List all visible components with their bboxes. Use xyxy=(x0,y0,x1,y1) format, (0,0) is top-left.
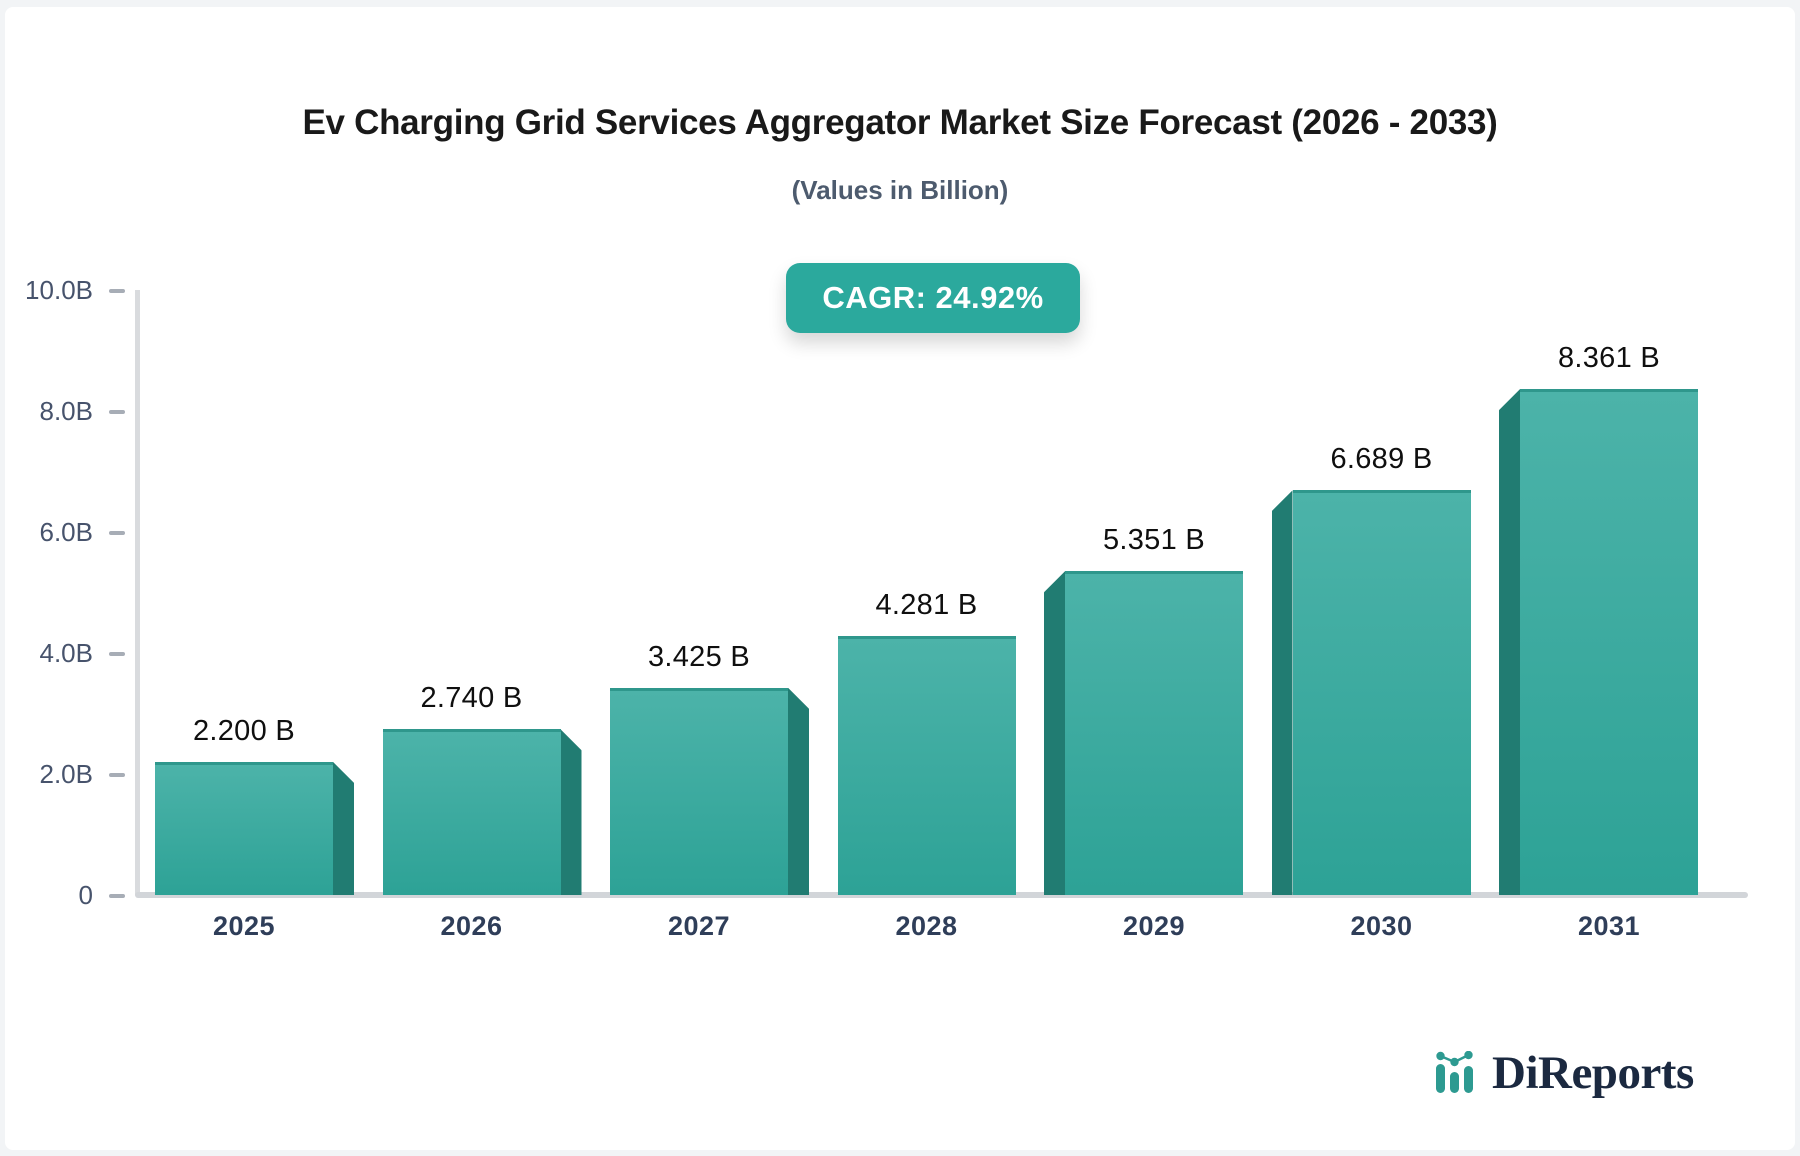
bar-group-2028: 4.281 B xyxy=(837,589,1016,895)
y-tick-dash xyxy=(109,410,125,414)
plot-area: 2.200 B 2025 2.740 B 2026 3.425 B 2027 4.281 B… xyxy=(135,290,1748,941)
bar-group-2027: 3.425 B xyxy=(610,641,809,895)
x-axis-label-2028: 2028 xyxy=(895,911,958,941)
y-tick-dash xyxy=(109,773,125,777)
y-tick-dash xyxy=(109,652,125,656)
bar-face xyxy=(837,636,1016,895)
cagr-badge-label: CAGR: 24.92% xyxy=(822,280,1044,315)
y-tick-row: 8.0B xyxy=(5,394,135,428)
y-tick-label: 8.0B xyxy=(39,396,94,426)
y-tick-row: 6.0B xyxy=(5,515,135,549)
bar-face xyxy=(1520,389,1698,895)
page-subtitle: (Values in Billion) xyxy=(791,175,1009,205)
x-axis-baseline xyxy=(135,892,1748,898)
bar-value-label: 6.689 B xyxy=(1330,443,1433,476)
bar-face xyxy=(1292,490,1471,895)
brand-logo: DiReports xyxy=(1435,1045,1694,1099)
bar-group-2025: 2.200 B xyxy=(155,715,354,895)
y-tick-label: 6.0B xyxy=(39,517,94,547)
chart-card: Ev Charging Grid Services Aggregator Mar… xyxy=(5,7,1795,1150)
bar-group-2031: 8.361 B xyxy=(1499,342,1698,895)
bar-value-label: 8.361 B xyxy=(1557,342,1661,375)
bar-side-face xyxy=(1044,571,1065,895)
bar-side-face xyxy=(560,729,582,895)
bar-chart-logo-icon xyxy=(1435,1050,1483,1095)
y-tick-row: 4.0B xyxy=(5,636,135,670)
y-tick-row: 10.0B xyxy=(5,273,135,307)
bar-value-label: 3.425 B xyxy=(647,640,751,673)
bar-face xyxy=(155,761,333,895)
y-axis-line xyxy=(135,290,140,895)
logo-text: DiReports xyxy=(1492,1047,1694,1099)
y-tick-dash xyxy=(109,289,125,293)
y-axis: 10.0B 8.0B 6.0B 4.0B 2.0B 0 xyxy=(5,275,135,910)
bar-value-label: 4.281 B xyxy=(875,589,978,621)
y-tick-label: 0 xyxy=(78,880,93,910)
bar-side-face xyxy=(333,761,354,895)
x-axis-label-2026: 2026 xyxy=(440,911,503,941)
bar-value-label: 2.200 B xyxy=(192,714,296,747)
x-axis-label-2031: 2031 xyxy=(1577,911,1641,941)
cagr-badge: CAGR: 24.92% xyxy=(786,263,1080,333)
bar-side-face xyxy=(788,687,809,895)
bar-group-2030: 6.689 B xyxy=(1271,443,1471,895)
bar-face xyxy=(382,729,561,895)
bar-group-2026: 2.740 B xyxy=(382,682,582,895)
bar-group-2029: 5.351 B xyxy=(1044,524,1243,895)
x-axis-label-2029: 2029 xyxy=(1122,911,1186,941)
y-tick-label: 10.0B xyxy=(25,275,93,305)
bar-value-label: 5.351 B xyxy=(1102,524,1206,557)
y-tick-label: 2.0B xyxy=(39,759,94,789)
y-tick-label: 4.0B xyxy=(39,638,94,668)
bar-side-face xyxy=(1499,389,1520,895)
bar-value-label: 2.740 B xyxy=(420,682,523,715)
bar-face xyxy=(1065,571,1243,895)
y-tick-row: 0 xyxy=(5,878,135,912)
x-axis-label-2025: 2025 xyxy=(212,911,276,941)
y-tick-dash xyxy=(109,531,125,535)
y-tick-row: 2.0B xyxy=(5,757,135,791)
x-axis-label-2027: 2027 xyxy=(667,911,731,941)
bar-side-face xyxy=(1271,490,1293,895)
bar-face xyxy=(610,687,788,895)
y-tick-dash xyxy=(109,894,125,898)
page-title: Ev Charging Grid Services Aggregator Mar… xyxy=(302,103,1498,142)
x-axis-label-2030: 2030 xyxy=(1350,911,1413,941)
